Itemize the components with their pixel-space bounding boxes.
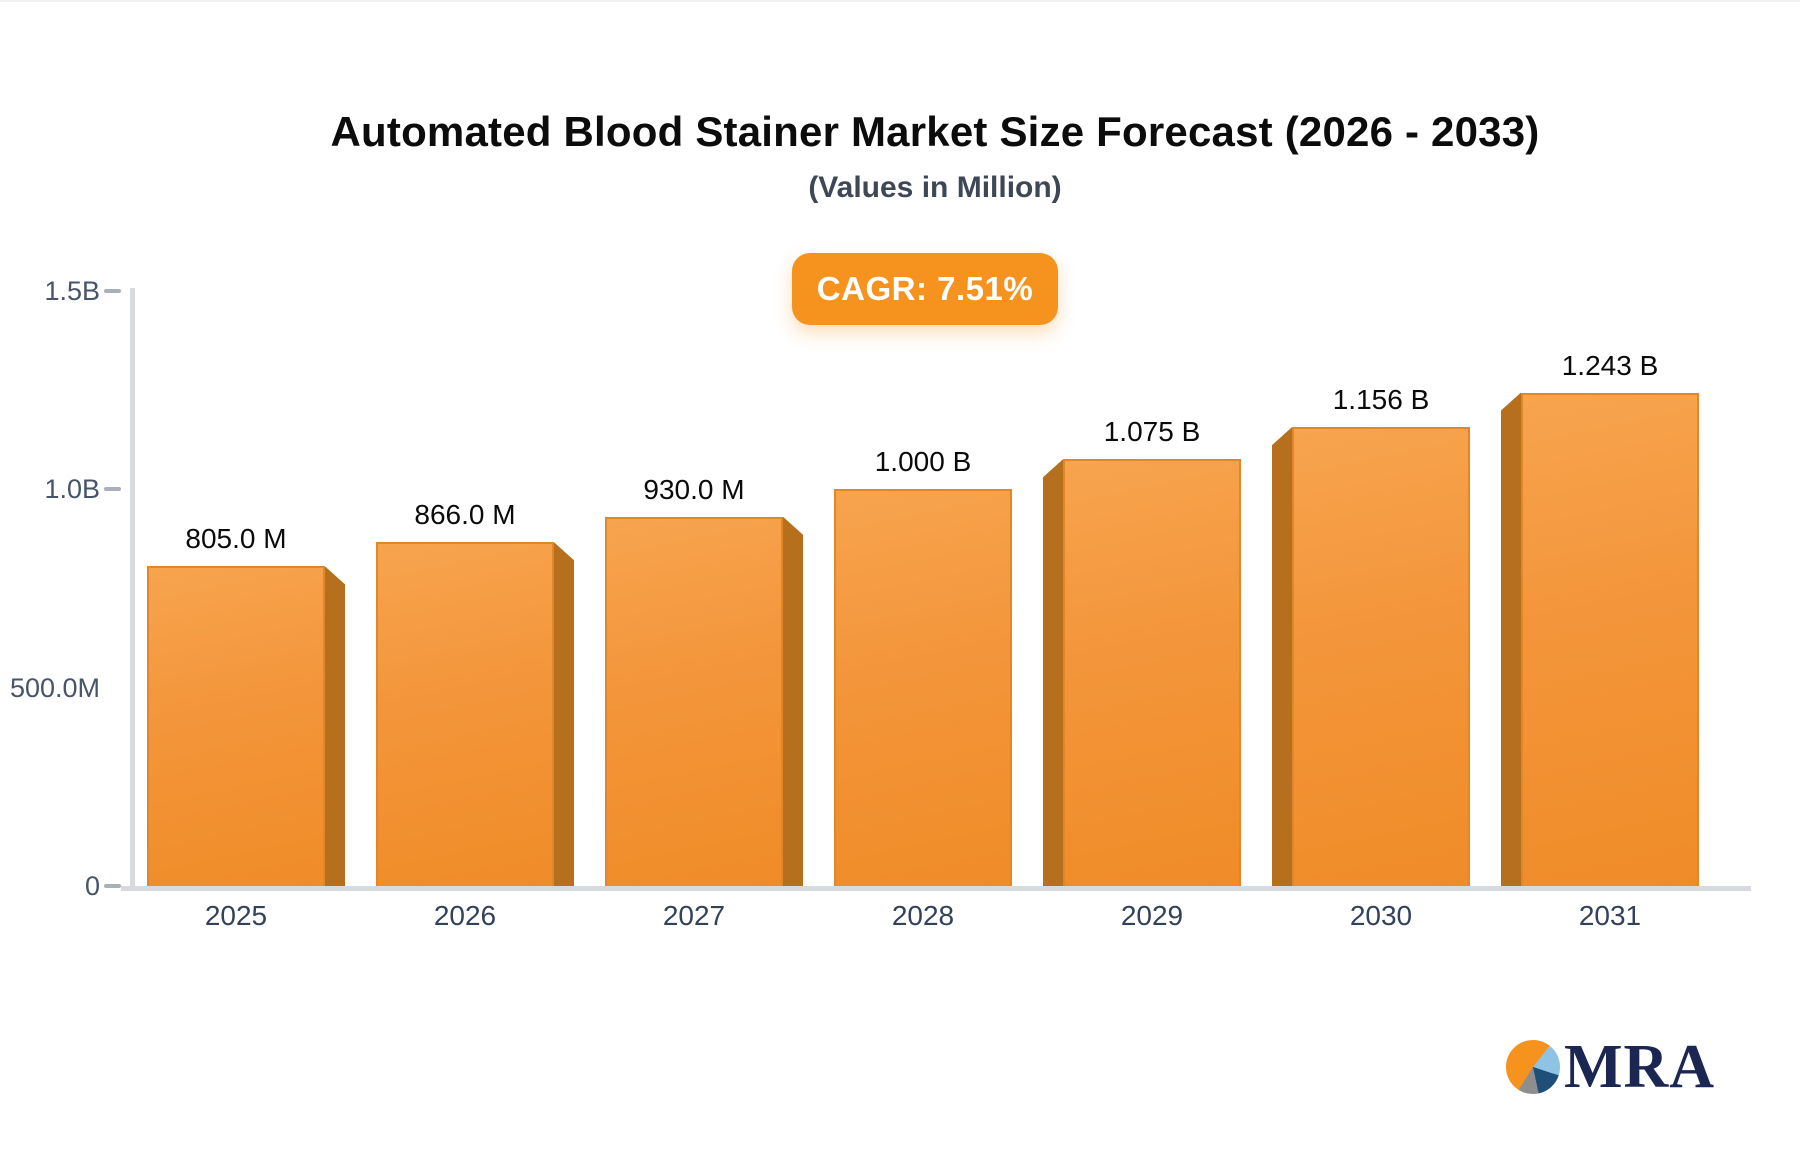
brand-logo-text: MRA (1564, 1033, 1716, 1101)
y-axis-line (130, 288, 135, 888)
bar-2027[interactable] (605, 516, 783, 886)
y-tick-label-1.5B: 1.5B (44, 275, 100, 306)
card-top-border (0, 0, 1800, 2)
y-tick-mark (104, 884, 121, 888)
y-tick-label-500.0M: 500.0M (9, 672, 100, 703)
bar-2030[interactable] (1292, 427, 1470, 886)
cagr-badge: CAGR: 7.51% (792, 253, 1058, 325)
bar-2031-3d-side (1501, 392, 1521, 886)
y-tick-mark (104, 288, 121, 293)
y-tick-label-1.0B: 1.0B (44, 474, 100, 504)
bar-2031[interactable] (1521, 392, 1699, 886)
chart-title: Automated Blood Stainer Market Size Fore… (330, 108, 1540, 155)
x-tick-label-2029: 2029 (1120, 900, 1184, 931)
y-tick-label-0: 0 (84, 871, 100, 901)
brand-logo: MRA (1506, 1033, 1716, 1101)
cagr-badge-label: CAGR: 7.51% (816, 270, 1034, 307)
pie-chart-logo-icon (1506, 1040, 1560, 1094)
bar-2029-3d-side (1043, 459, 1063, 886)
bar-value-label-2026: 866.0 M (414, 499, 516, 531)
bar-value-label-2027: 930.0 M (643, 473, 745, 505)
bar-2026-3d-side (554, 542, 574, 886)
bar-value-label-2030: 1.156 B (1332, 384, 1430, 416)
chart-subtitle: (Values in Million) (808, 171, 1062, 204)
y-tick-mark (104, 487, 121, 491)
bar-value-label-2029: 1.075 B (1103, 416, 1201, 448)
bar-value-label-2025: 805.0 M (185, 523, 287, 555)
bar-2028[interactable] (834, 489, 1012, 886)
bar-2025-3d-side (325, 566, 345, 886)
bar-2029[interactable] (1063, 459, 1241, 886)
bar-value-label-2031: 1.243 B (1561, 349, 1659, 381)
x-tick-label-2030: 2030 (1349, 900, 1413, 931)
bar-2025[interactable] (147, 566, 325, 886)
x-tick-label-2025: 2025 (204, 900, 268, 931)
x-tick-label-2028: 2028 (891, 900, 955, 931)
bar-2027-3d-side (783, 516, 803, 886)
x-axis-line (121, 886, 1751, 891)
bar-2030-3d-side (1272, 427, 1292, 886)
x-tick-label-2027: 2027 (662, 900, 726, 931)
bar-value-label-2028: 1.000 B (874, 446, 972, 477)
x-tick-label-2031: 2031 (1578, 900, 1642, 931)
x-tick-label-2026: 2026 (433, 900, 497, 931)
bar-2026[interactable] (376, 542, 554, 886)
